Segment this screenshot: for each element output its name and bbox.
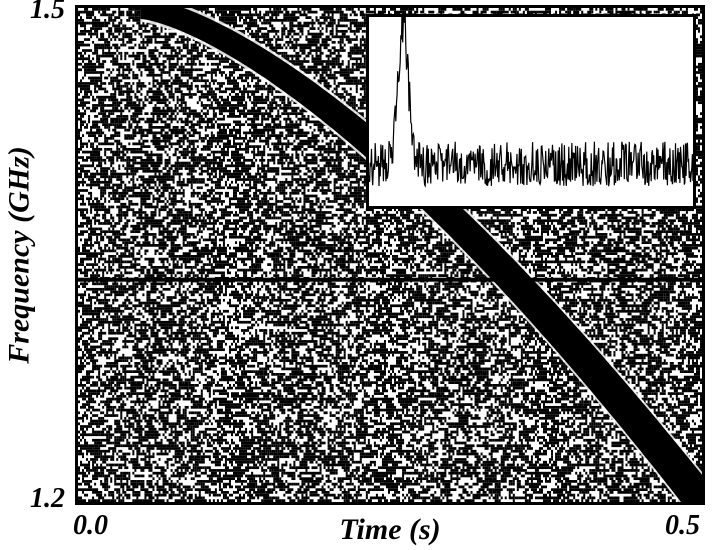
y-tick-top: 1.5 — [30, 0, 65, 26]
y-axis-label: Frequency (GHz) — [0, 0, 40, 510]
pulse-profile-svg — [369, 17, 693, 206]
x-axis-label: Time (s) — [75, 510, 705, 550]
dynamic-spectrum-plot — [75, 5, 705, 505]
figure: Frequency (GHz) 1.5 1.2 0.0 0.5 Time (s) — [0, 0, 719, 550]
y-tick-bottom: 1.2 — [30, 483, 65, 515]
pulse-profile-inset — [366, 14, 696, 209]
y-axis-label-text: Frequency (GHz) — [3, 146, 37, 363]
